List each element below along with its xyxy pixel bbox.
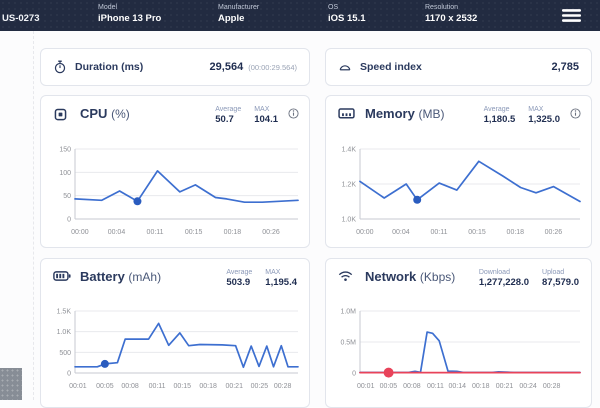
- svg-text:00:04: 00:04: [108, 229, 126, 236]
- svg-text:1.5K: 1.5K: [57, 309, 72, 316]
- network-upload-stat: Upload 87,579.0: [542, 269, 579, 288]
- bottom-left-overlay: [0, 368, 22, 400]
- cpu-card: CPU (%) Average 50.7 MAX 104.1 0 50 100 150…: [40, 95, 310, 248]
- hamburger-icon[interactable]: [562, 8, 581, 23]
- svg-text:00:18: 00:18: [224, 229, 242, 236]
- background-guide-line: [33, 31, 34, 400]
- svg-text:0.5M: 0.5M: [340, 340, 356, 347]
- network-chart[interactable]: 0 0.5M 1.0M 00:01 00:05 00:08 00:11 00:14 00:18 0…: [330, 303, 587, 395]
- svg-text:00:11: 00:11: [147, 229, 164, 236]
- svg-text:1.4K: 1.4K: [342, 147, 357, 154]
- svg-text:00:01: 00:01: [69, 383, 87, 390]
- svg-text:00:11: 00:11: [430, 229, 447, 236]
- svg-text:1.0K: 1.0K: [57, 329, 72, 336]
- speed-index-card: Speed index 2,785: [325, 48, 592, 86]
- svg-text:00:05: 00:05: [380, 383, 398, 390]
- svg-text:00:15: 00:15: [185, 229, 203, 236]
- battery-max-stat: MAX 1,195.4: [265, 269, 297, 288]
- svg-text:0: 0: [67, 371, 71, 378]
- svg-text:00:14: 00:14: [448, 383, 466, 390]
- svg-text:00:25: 00:25: [251, 383, 269, 390]
- speed-index-value: 2,785: [551, 61, 579, 73]
- svg-text:00:15: 00:15: [468, 229, 486, 236]
- memory-card: Memory (MB) Average 1,180.5 MAX 1,325.0 …: [325, 95, 592, 248]
- wifi-icon: [338, 270, 356, 285]
- svg-text:1.2K: 1.2K: [342, 182, 357, 189]
- svg-text:00:05: 00:05: [96, 383, 114, 390]
- header-field-os: OS iOS 15.1: [328, 4, 366, 24]
- header-field-model: Model iPhone 13 Pro: [98, 4, 162, 24]
- battery-card: Battery (mAh) Average 503.9 MAX 1,195.4 …: [40, 258, 310, 408]
- info-icon[interactable]: [570, 108, 581, 119]
- battery-card-title: Battery (mAh): [80, 269, 162, 284]
- svg-text:00:08: 00:08: [121, 383, 139, 390]
- speed-index-label: Speed index: [360, 61, 422, 73]
- stopwatch-icon: [53, 60, 67, 74]
- cpu-average-stat: Average 50.7: [215, 106, 242, 125]
- svg-text:00:15: 00:15: [173, 383, 191, 390]
- svg-text:0: 0: [352, 371, 356, 378]
- battery-average-stat: Average 503.9: [226, 269, 253, 288]
- svg-text:00:28: 00:28: [274, 383, 292, 390]
- svg-text:00:24: 00:24: [519, 383, 537, 390]
- duration-formatted: (00:00:29.564): [248, 62, 297, 72]
- svg-text:100: 100: [59, 170, 71, 177]
- svg-text:500: 500: [59, 350, 71, 357]
- battery-chart[interactable]: 0 500 1.0K 1.5K 00:01 00:05 00:08 00:11 00:15 00:…: [45, 303, 305, 395]
- svg-text:1.0K: 1.0K: [342, 217, 357, 224]
- svg-text:1.0M: 1.0M: [340, 309, 356, 316]
- device-id: US-0273: [2, 13, 40, 24]
- svg-text:50: 50: [63, 193, 71, 200]
- network-card: Network (Kbps) Download 1,277,228.0 Uplo…: [325, 258, 592, 408]
- memory-chart[interactable]: 1.0K 1.2K 1.4K 00:00 00:04 00:11 00:15 00:18 00:…: [330, 141, 587, 241]
- network-card-title: Network (Kbps): [365, 269, 456, 284]
- memory-average-stat: Average 1,180.5: [483, 106, 516, 125]
- gauge-icon: [338, 60, 352, 74]
- duration-value: 29,564: [209, 61, 244, 73]
- duration-card: Duration (ms) 29,564 (00:00:29.564): [40, 48, 310, 86]
- svg-text:00:18: 00:18: [472, 383, 490, 390]
- svg-text:00:26: 00:26: [262, 229, 280, 236]
- memory-card-title: Memory (MB): [365, 106, 445, 121]
- network-download-stat: Download 1,277,228.0: [478, 269, 530, 288]
- svg-text:00:21: 00:21: [496, 383, 514, 390]
- info-icon[interactable]: [288, 108, 299, 119]
- svg-text:0: 0: [67, 217, 71, 224]
- device-header-bar: US-0273 Model iPhone 13 Pro Manufacturer…: [0, 0, 600, 31]
- memory-icon: [338, 107, 356, 122]
- svg-text:00:04: 00:04: [392, 229, 410, 236]
- svg-text:00:26: 00:26: [545, 229, 563, 236]
- svg-text:00:11: 00:11: [427, 383, 444, 390]
- svg-text:00:00: 00:00: [356, 229, 374, 236]
- cpu-chart[interactable]: 0 50 100 150 00:00 00:04 00:11 00:15 00:18 00:26: [45, 141, 305, 241]
- svg-text:00:21: 00:21: [225, 383, 243, 390]
- svg-text:00:01: 00:01: [357, 383, 375, 390]
- cpu-card-title: CPU (%): [80, 106, 130, 121]
- cpu-max-stat: MAX 104.1: [254, 106, 278, 125]
- cpu-icon: [53, 107, 71, 122]
- svg-text:00:11: 00:11: [149, 383, 166, 390]
- svg-text:00:28: 00:28: [543, 383, 561, 390]
- svg-text:00:08: 00:08: [403, 383, 421, 390]
- memory-max-stat: MAX 1,325.0: [528, 106, 560, 125]
- header-field-manufacturer: Manufacturer Apple: [218, 4, 260, 24]
- svg-text:150: 150: [59, 147, 71, 154]
- svg-text:00:00: 00:00: [71, 229, 89, 236]
- svg-text:00:18: 00:18: [507, 229, 525, 236]
- battery-icon: [53, 270, 71, 285]
- header-field-resolution: Resolution 1170 x 2532: [425, 4, 478, 24]
- duration-label: Duration (ms): [75, 61, 144, 73]
- svg-text:00:18: 00:18: [199, 383, 217, 390]
